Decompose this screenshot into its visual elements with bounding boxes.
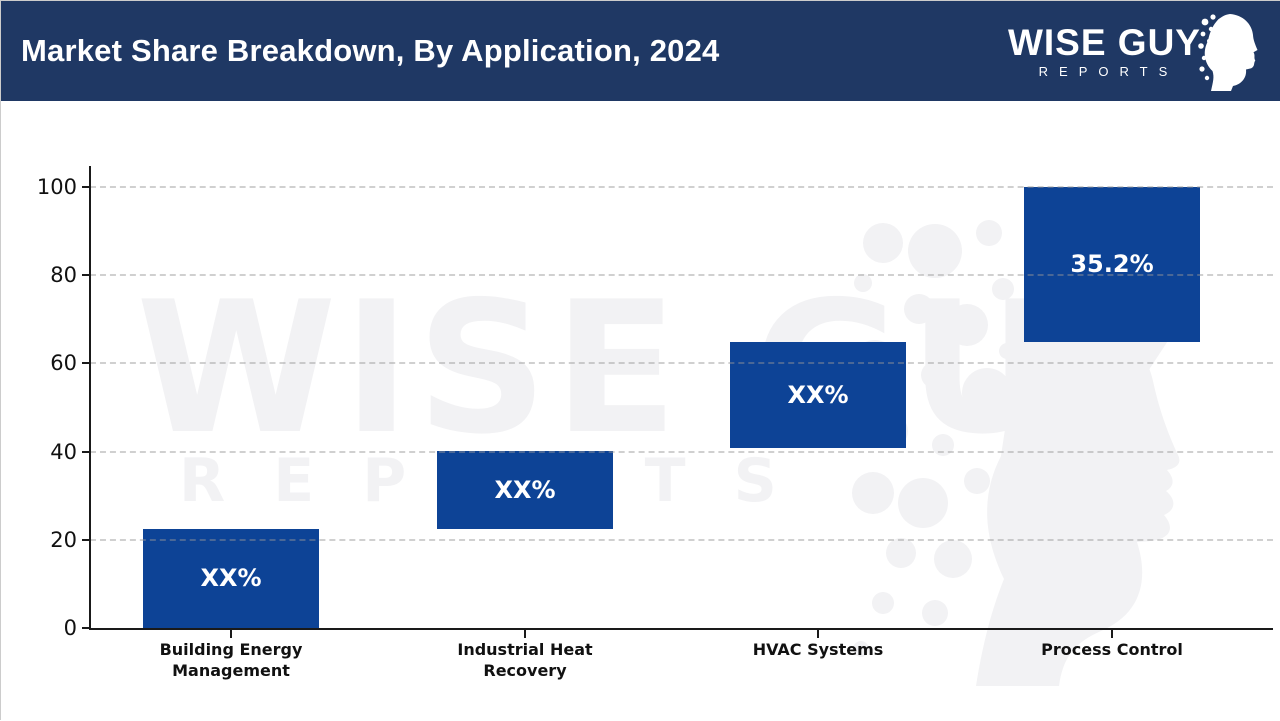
x-tick-mark (230, 630, 232, 638)
y-axis-tick-label: 0 (63, 616, 77, 640)
bar-value-label: XX% (494, 475, 556, 504)
gridline-80 (90, 274, 1273, 276)
page-title: Market Share Breakdown, By Application, … (21, 33, 720, 68)
brand-logo: WISE GUY REPORTS (1008, 10, 1261, 92)
y-tick-mark (82, 274, 90, 276)
bar-4[interactable]: 35.2% (1024, 186, 1200, 343)
bar-2[interactable]: XX% (437, 450, 613, 529)
x-axis-category-label: HVAC Systems (752, 640, 884, 659)
y-tick-mark (82, 627, 90, 629)
gridline-40 (90, 450, 1273, 453)
y-tick-mark (82, 362, 90, 365)
y-tick-mark (82, 450, 90, 453)
x-tick-mark (817, 630, 819, 638)
y-tick-mark (82, 538, 90, 541)
brand-logo-subtitle: REPORTS (1038, 64, 1179, 79)
header-bar: Market Share Breakdown, By Application, … (1, 1, 1280, 101)
gridline-20 (90, 538, 1273, 541)
brand-logo-name: WISE GUY (1007, 22, 1201, 63)
bar-value-label: XX% (200, 564, 262, 593)
bar-value-label: XX% (787, 381, 849, 409)
x-tick-mark (1111, 630, 1113, 638)
gridline-100 (90, 185, 1273, 188)
x-tick-mark (524, 630, 526, 638)
y-axis-tick-label: 20 (50, 527, 77, 552)
x-axis-category-label: Industrial Heat Recovery (457, 640, 593, 680)
y-axis-line (89, 166, 91, 630)
bar-1[interactable]: XX% (143, 528, 319, 628)
y-axis-tick-label: 40 (50, 439, 77, 464)
bar-3[interactable]: XX% (730, 342, 906, 448)
gridline-60 (90, 362, 1273, 365)
x-axis-category-label: Building Energy Management (159, 640, 303, 680)
y-axis-tick-label: 60 (50, 351, 77, 376)
y-axis-tick-label: 100 (36, 174, 77, 199)
y-axis-tick-label: 80 (50, 263, 77, 287)
x-axis-line (89, 628, 1273, 630)
chart-area: WISE GUY REPORTS 020406080100XX%Building… (1, 101, 1280, 721)
bar-value-label: 35.2% (1070, 250, 1154, 279)
x-axis-category-label: Process Control (1041, 640, 1183, 659)
y-tick-mark (82, 185, 90, 188)
brand-face-icon (1198, 14, 1258, 91)
